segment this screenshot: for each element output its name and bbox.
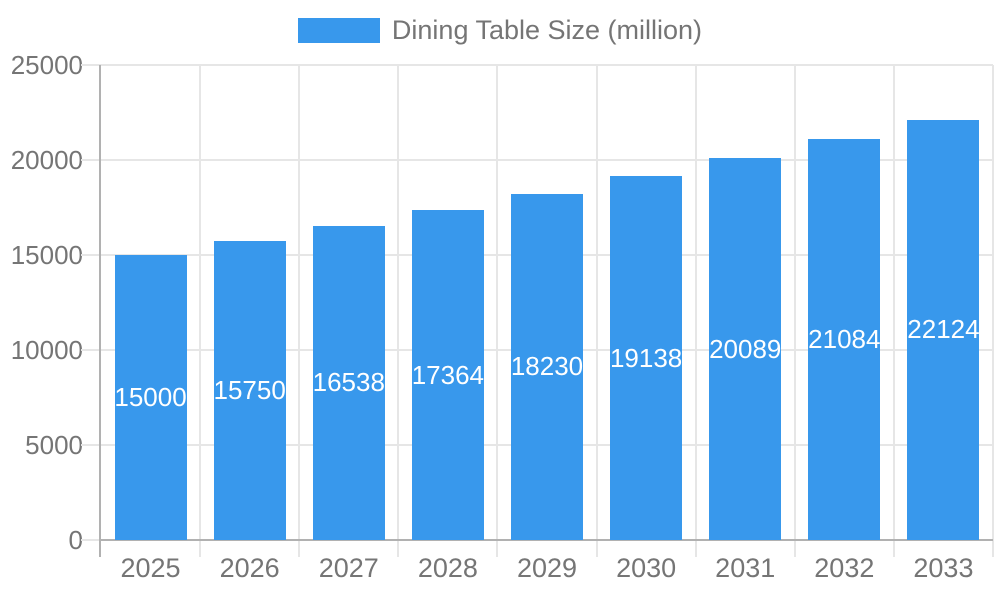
bar-2033: 22124 xyxy=(907,119,980,540)
gridline-vertical xyxy=(793,65,796,557)
bar-2031: 20089 xyxy=(709,158,781,540)
bar-2026: 15750 xyxy=(213,240,286,540)
x-axis-labels: 2025 2026 2027 2028 2029 2030 2031 2032 2033 xyxy=(101,553,993,588)
y-axis-tick-label: 25000 xyxy=(10,50,83,80)
bar-value-label: 15750 xyxy=(213,374,286,405)
legend-swatch-icon xyxy=(297,17,380,43)
gridline-vertical xyxy=(199,65,202,557)
y-axis-tick-label: 20000 xyxy=(10,145,83,175)
bar-value-label: 16538 xyxy=(312,367,385,398)
gridline-vertical xyxy=(892,65,895,557)
x-axis-tick-label: 2030 xyxy=(616,553,677,583)
x-axis-tick-label: 2031 xyxy=(715,553,776,583)
x-axis-tick-label: 2027 xyxy=(318,553,379,583)
gridline-vertical xyxy=(496,65,499,557)
bar-value-label: 22124 xyxy=(907,314,980,345)
gridline-vertical xyxy=(694,65,697,557)
bar-2029: 18230 xyxy=(510,193,584,540)
bar-value-label: 21084 xyxy=(808,324,881,355)
x-axis-tick-label: 2029 xyxy=(516,553,578,583)
plot-area: 15000 15750 16538 17364 18230 19138 20089 21084… xyxy=(81,64,994,557)
x-axis-tick-label: 2033 xyxy=(913,553,974,583)
bar-2028: 17364 xyxy=(412,210,484,540)
gridline-vertical xyxy=(992,65,994,557)
y-axis-tick-label: 10000 xyxy=(10,335,83,365)
x-axis-tick-label: 2025 xyxy=(120,553,181,583)
y-axis-labels: 0 5000 10000 15000 20000 25000 xyxy=(0,52,83,553)
legend-label: Dining Table Size (million) xyxy=(391,14,703,45)
bar-value-label: 20089 xyxy=(709,333,782,364)
bar-2030: 19138 xyxy=(610,176,682,540)
bar-value-label: 15000 xyxy=(114,382,187,412)
y-axis-tick-label: 0 xyxy=(68,525,83,555)
x-axis-tick-label: 2032 xyxy=(814,553,875,583)
x-axis-tick-label: 2028 xyxy=(417,553,478,583)
legend-item[interactable]: Dining Table Size (million) xyxy=(297,14,703,46)
bar-value-label: 17364 xyxy=(411,359,485,390)
bar-2032: 21084 xyxy=(808,139,880,540)
gridline-horizontal xyxy=(81,64,993,66)
gridline-vertical xyxy=(298,65,301,557)
y-axis-line xyxy=(99,65,101,557)
gridline-vertical xyxy=(595,65,598,557)
gridline-vertical xyxy=(397,65,400,557)
bar-value-label: 18230 xyxy=(510,351,584,382)
legend: Dining Table Size (million) xyxy=(0,14,1000,46)
x-axis-line xyxy=(99,539,993,541)
bar-value-label: 19138 xyxy=(609,342,683,373)
y-axis-tick-label: 15000 xyxy=(10,240,83,270)
y-axis-tick-label: 5000 xyxy=(25,430,83,460)
gridline-horizontal xyxy=(81,159,993,161)
x-axis-tick-label: 2026 xyxy=(219,553,280,583)
bar-2027: 16538 xyxy=(312,225,385,540)
bar-2025: 15000 xyxy=(114,255,187,540)
